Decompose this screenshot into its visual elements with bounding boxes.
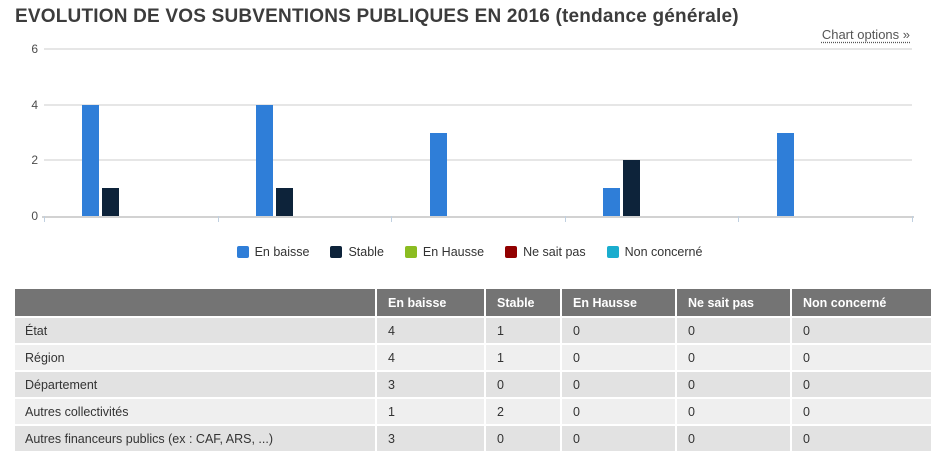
row-label-cell: État — [15, 318, 375, 343]
table-header: En baisse Stable En Hausse Ne sait pas Non c… — [15, 289, 931, 316]
table-row: Autres collectivités 1 2 0 0 0 — [15, 399, 931, 424]
bar-chart-plot-area: 6 4 2 0 — [31, 43, 914, 222]
bar-Stable-Autres collectivités — [623, 160, 641, 216]
bar-En baisse-Région — [255, 104, 273, 216]
legend-swatch-icon — [236, 246, 249, 258]
chart-options-link[interactable]: Chart options » — [821, 27, 910, 42]
value-cell: 1 — [375, 399, 484, 424]
y-axis-label: 4 — [31, 97, 38, 112]
x-axis-tick — [44, 216, 45, 222]
x-axis-tick — [565, 216, 566, 222]
x-axis-tick — [391, 216, 392, 222]
gridline-y-2 — [44, 159, 912, 162]
legend-label: Stable — [348, 245, 384, 259]
value-cell: 0 — [675, 372, 790, 397]
value-cell: 1 — [484, 318, 560, 343]
row-label-cell: Autres collectivités — [15, 399, 375, 424]
results-table: En baisse Stable En Hausse Ne sait pas Non c… — [15, 287, 931, 453]
value-cell: 0 — [560, 345, 675, 370]
value-cell: 0 — [560, 399, 675, 424]
legend-item-Stable[interactable]: Stable — [330, 245, 384, 259]
value-cell: 0 — [484, 372, 560, 397]
legend-label: Ne sait pas — [523, 245, 586, 259]
bar-En baisse-Autres financeurs publics (ex : CAF, ARS, ...) — [776, 132, 794, 216]
value-cell: 0 — [484, 426, 560, 451]
legend-swatch-icon — [330, 246, 343, 258]
gridline-y-4 — [44, 103, 912, 106]
legend-item-Non concerné[interactable]: Non concerné — [606, 245, 703, 259]
value-cell: 4 — [375, 345, 484, 370]
table-row: État 4 1 0 0 0 — [15, 318, 931, 343]
table-header-cell: En baisse — [375, 289, 484, 316]
value-cell: 3 — [375, 372, 484, 397]
bar-En baisse-État — [82, 104, 100, 216]
x-axis-tick — [218, 216, 219, 222]
gridline-y-6 — [44, 48, 912, 50]
legend-label: En Hausse — [422, 245, 485, 259]
x-axis-tick — [738, 216, 739, 222]
bar-Stable-Région — [275, 188, 293, 216]
bar-Stable-État — [102, 188, 120, 216]
value-cell: 0 — [560, 318, 675, 343]
y-axis-label: 2 — [31, 153, 38, 168]
table-row: Département 3 0 0 0 0 — [15, 372, 931, 397]
table-header-cell: Stable — [484, 289, 560, 316]
bar-En baisse-Autres collectivités — [603, 188, 621, 216]
table-header-cell — [15, 289, 375, 316]
value-cell: 0 — [790, 399, 931, 424]
value-cell: 0 — [675, 318, 790, 343]
x-axis-line — [42, 216, 914, 218]
value-cell: 0 — [790, 426, 931, 451]
legend-label: En baisse — [254, 245, 310, 259]
x-axis-tick — [912, 216, 913, 222]
value-cell: 0 — [790, 372, 931, 397]
value-cell: 0 — [790, 318, 931, 343]
value-cell: 3 — [375, 426, 484, 451]
table-body: État 4 1 0 0 0 Région 4 1 0 0 0 Département 3 0 0 0 0 Autr… — [15, 318, 931, 451]
value-cell: 2 — [484, 399, 560, 424]
chart-legend: En baisse Stable En Hausse Ne sait pas Non c… — [0, 245, 939, 259]
row-label-cell: Autres financeurs publics (ex : CAF, ARS… — [15, 426, 375, 451]
value-cell: 0 — [560, 426, 675, 451]
value-cell: 4 — [375, 318, 484, 343]
legend-item-En baisse[interactable]: En baisse — [236, 245, 310, 259]
bar-En baisse-Département — [429, 132, 447, 216]
value-cell: 0 — [560, 372, 675, 397]
legend-swatch-icon — [606, 246, 619, 258]
value-cell: 0 — [790, 345, 931, 370]
y-axis-label: 6 — [31, 42, 38, 56]
row-label-cell: Département — [15, 372, 375, 397]
value-cell: 0 — [675, 426, 790, 451]
legend-item-Ne sait pas[interactable]: Ne sait pas — [505, 245, 586, 259]
legend-swatch-icon — [404, 246, 417, 258]
table-row: Région 4 1 0 0 0 — [15, 345, 931, 370]
table-header-cell: Non concerné — [790, 289, 931, 316]
row-label-cell: Région — [15, 345, 375, 370]
table-row: Autres financeurs publics (ex : CAF, ARS… — [15, 426, 931, 451]
table-header-cell: Ne sait pas — [675, 289, 790, 316]
legend-label: Non concerné — [624, 245, 703, 259]
page-title: EVOLUTION DE VOS SUBVENTIONS PUBLIQUES E… — [15, 6, 739, 27]
legend-swatch-icon — [505, 246, 518, 258]
legend-item-En Hausse[interactable]: En Hausse — [404, 245, 485, 259]
table-header-cell: En Hausse — [560, 289, 675, 316]
y-axis-label: 0 — [31, 209, 38, 223]
value-cell: 0 — [675, 399, 790, 424]
value-cell: 1 — [484, 345, 560, 370]
value-cell: 0 — [675, 345, 790, 370]
